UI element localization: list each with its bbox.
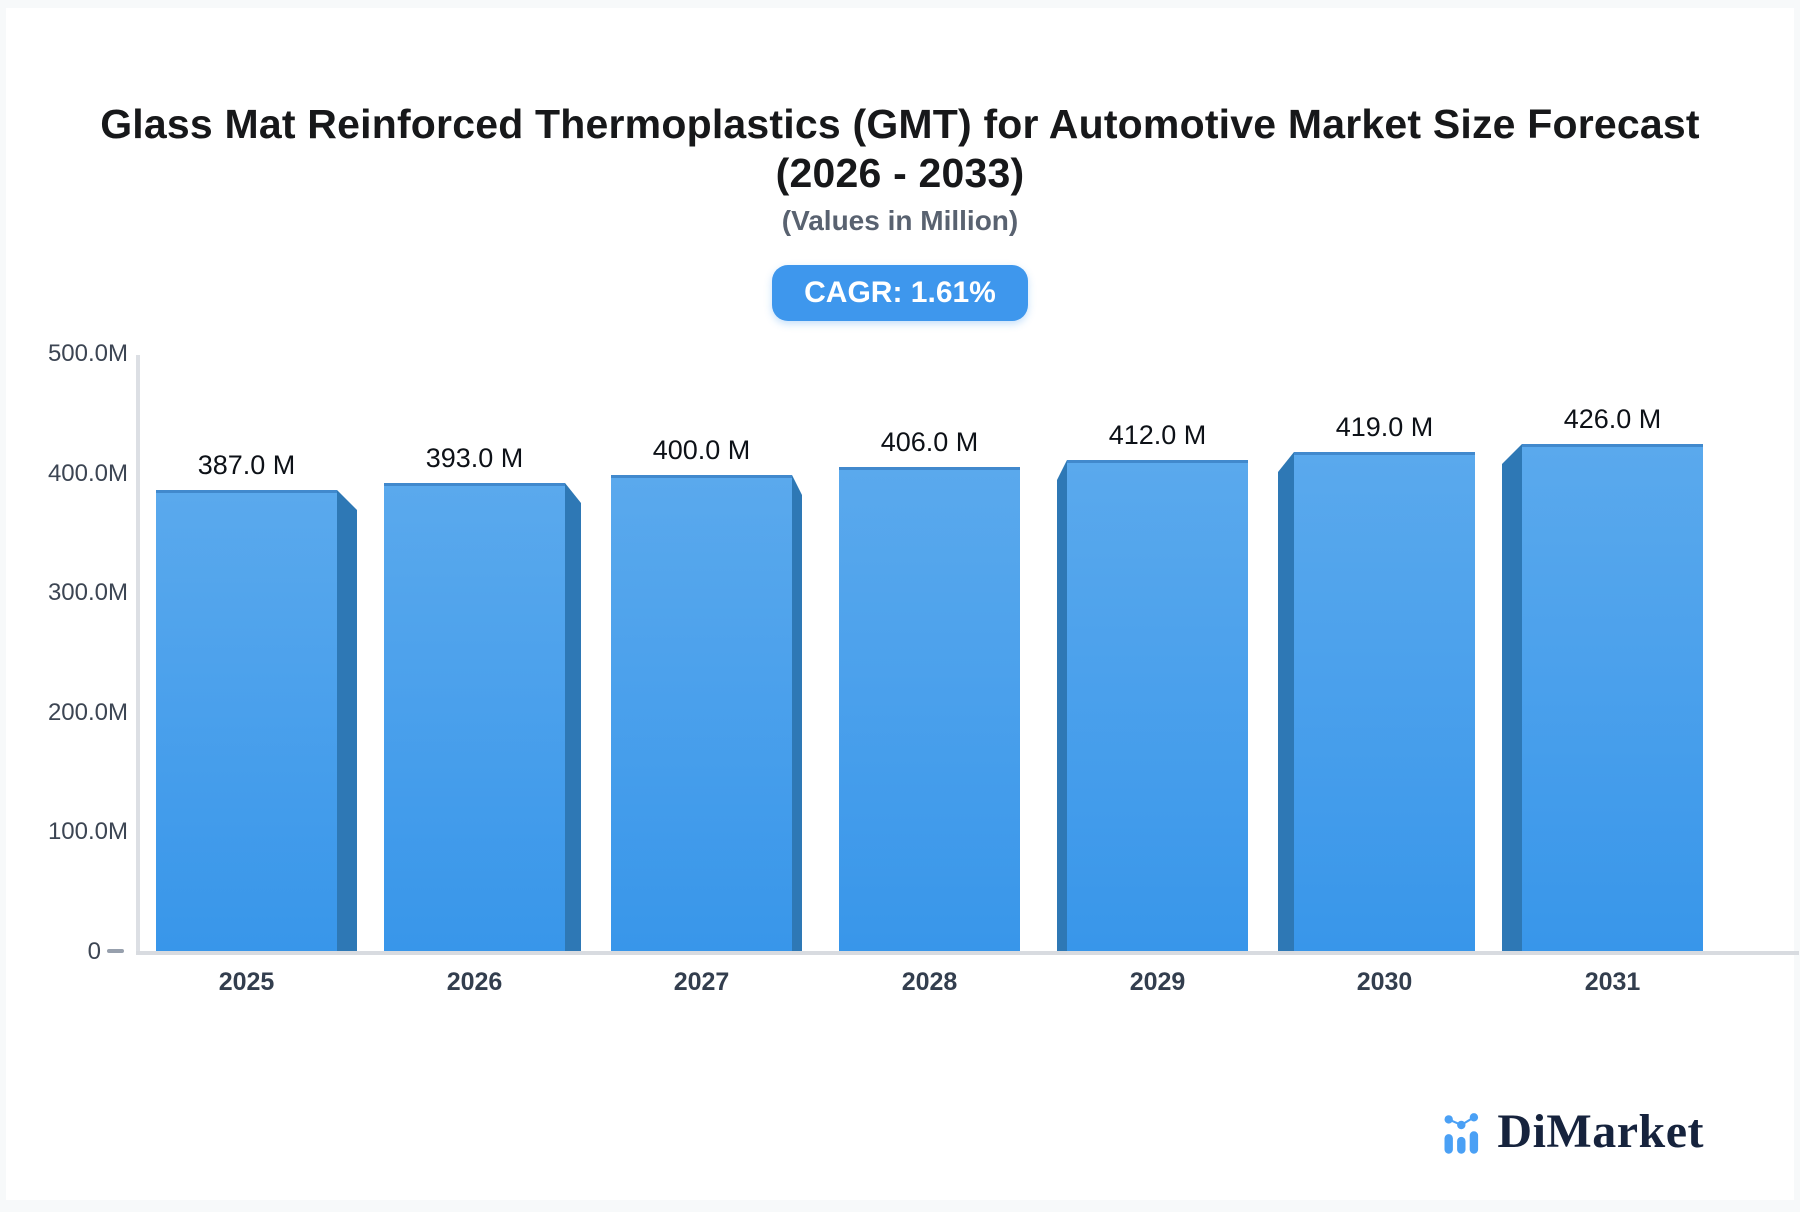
bar-chart: 500.0M 400.0M 300.0M 200.0M 100.0M 0 387.0 M 20… <box>6 8 1799 1200</box>
chart-card: Glass Mat Reinforced Thermoplastics (GMT… <box>6 8 1799 1200</box>
bar-2025 <box>156 490 337 953</box>
chart-title: Glass Mat Reinforced Thermoplastics (GMT… <box>6 100 1794 198</box>
y-tick-label: 200.0M <box>47 698 128 726</box>
y-tick-label: 300.0M <box>47 579 128 607</box>
bar-value-label: 406.0 M <box>880 427 979 457</box>
chart-title-text: Glass Mat Reinforced Thermoplastics (GMT… <box>100 101 1700 147</box>
bar-value-label: 400.0 M <box>652 435 751 465</box>
y-tick-label: 100.0M <box>47 818 128 846</box>
zero-tick <box>107 949 124 953</box>
bar-2030 <box>1294 452 1475 953</box>
bar-2031 <box>1522 444 1703 953</box>
bar-value-label: 387.0 M <box>197 450 296 480</box>
bar-side-face <box>1278 452 1294 953</box>
x-axis-line <box>136 951 1799 955</box>
bar-2026 <box>384 483 565 953</box>
bar-value-label: 412.0 M <box>1108 420 1207 450</box>
brand-logo: DiMarket <box>1441 1105 1704 1158</box>
bar-side-face <box>565 483 581 953</box>
x-axis-label: 2030 <box>1356 968 1413 996</box>
bar-side-face <box>337 490 357 953</box>
bar-chart-logo-icon <box>1444 1113 1479 1154</box>
brand-name: DiMarket <box>1497 1105 1704 1158</box>
x-axis-label: 2026 <box>446 968 503 996</box>
bar-side-face <box>1502 444 1522 953</box>
x-axis-label: 2031 <box>1584 968 1641 996</box>
y-tick-label: 400.0M <box>47 459 128 487</box>
bar-2029 <box>1067 460 1248 953</box>
y-tick-label: 500.0M <box>47 340 128 367</box>
y-axis-line <box>136 355 140 953</box>
x-axis-label: 2025 <box>218 968 275 996</box>
chart-title-range: (2026 - 2033) <box>775 150 1025 196</box>
cagr-badge-wrap: CAGR: 1.61% <box>6 265 1794 321</box>
x-axis-label: 2028 <box>901 968 958 996</box>
bar-value-label: 426.0 M <box>1563 404 1662 434</box>
bar-value-label: 419.0 M <box>1335 412 1434 442</box>
y-tick-label: 0 <box>87 938 101 965</box>
x-axis-label: 2027 <box>673 968 730 996</box>
cagr-badge: CAGR: 1.61% <box>772 265 1028 321</box>
x-axis-label: 2029 <box>1129 968 1186 996</box>
bar-2028 <box>839 467 1020 953</box>
bar-2027 <box>611 475 792 953</box>
chart-subtitle: (Values in Million) <box>781 205 1019 236</box>
bar-value-label: 393.0 M <box>425 443 524 473</box>
bar-side-face <box>1057 460 1067 953</box>
bar-side-face <box>792 475 802 953</box>
